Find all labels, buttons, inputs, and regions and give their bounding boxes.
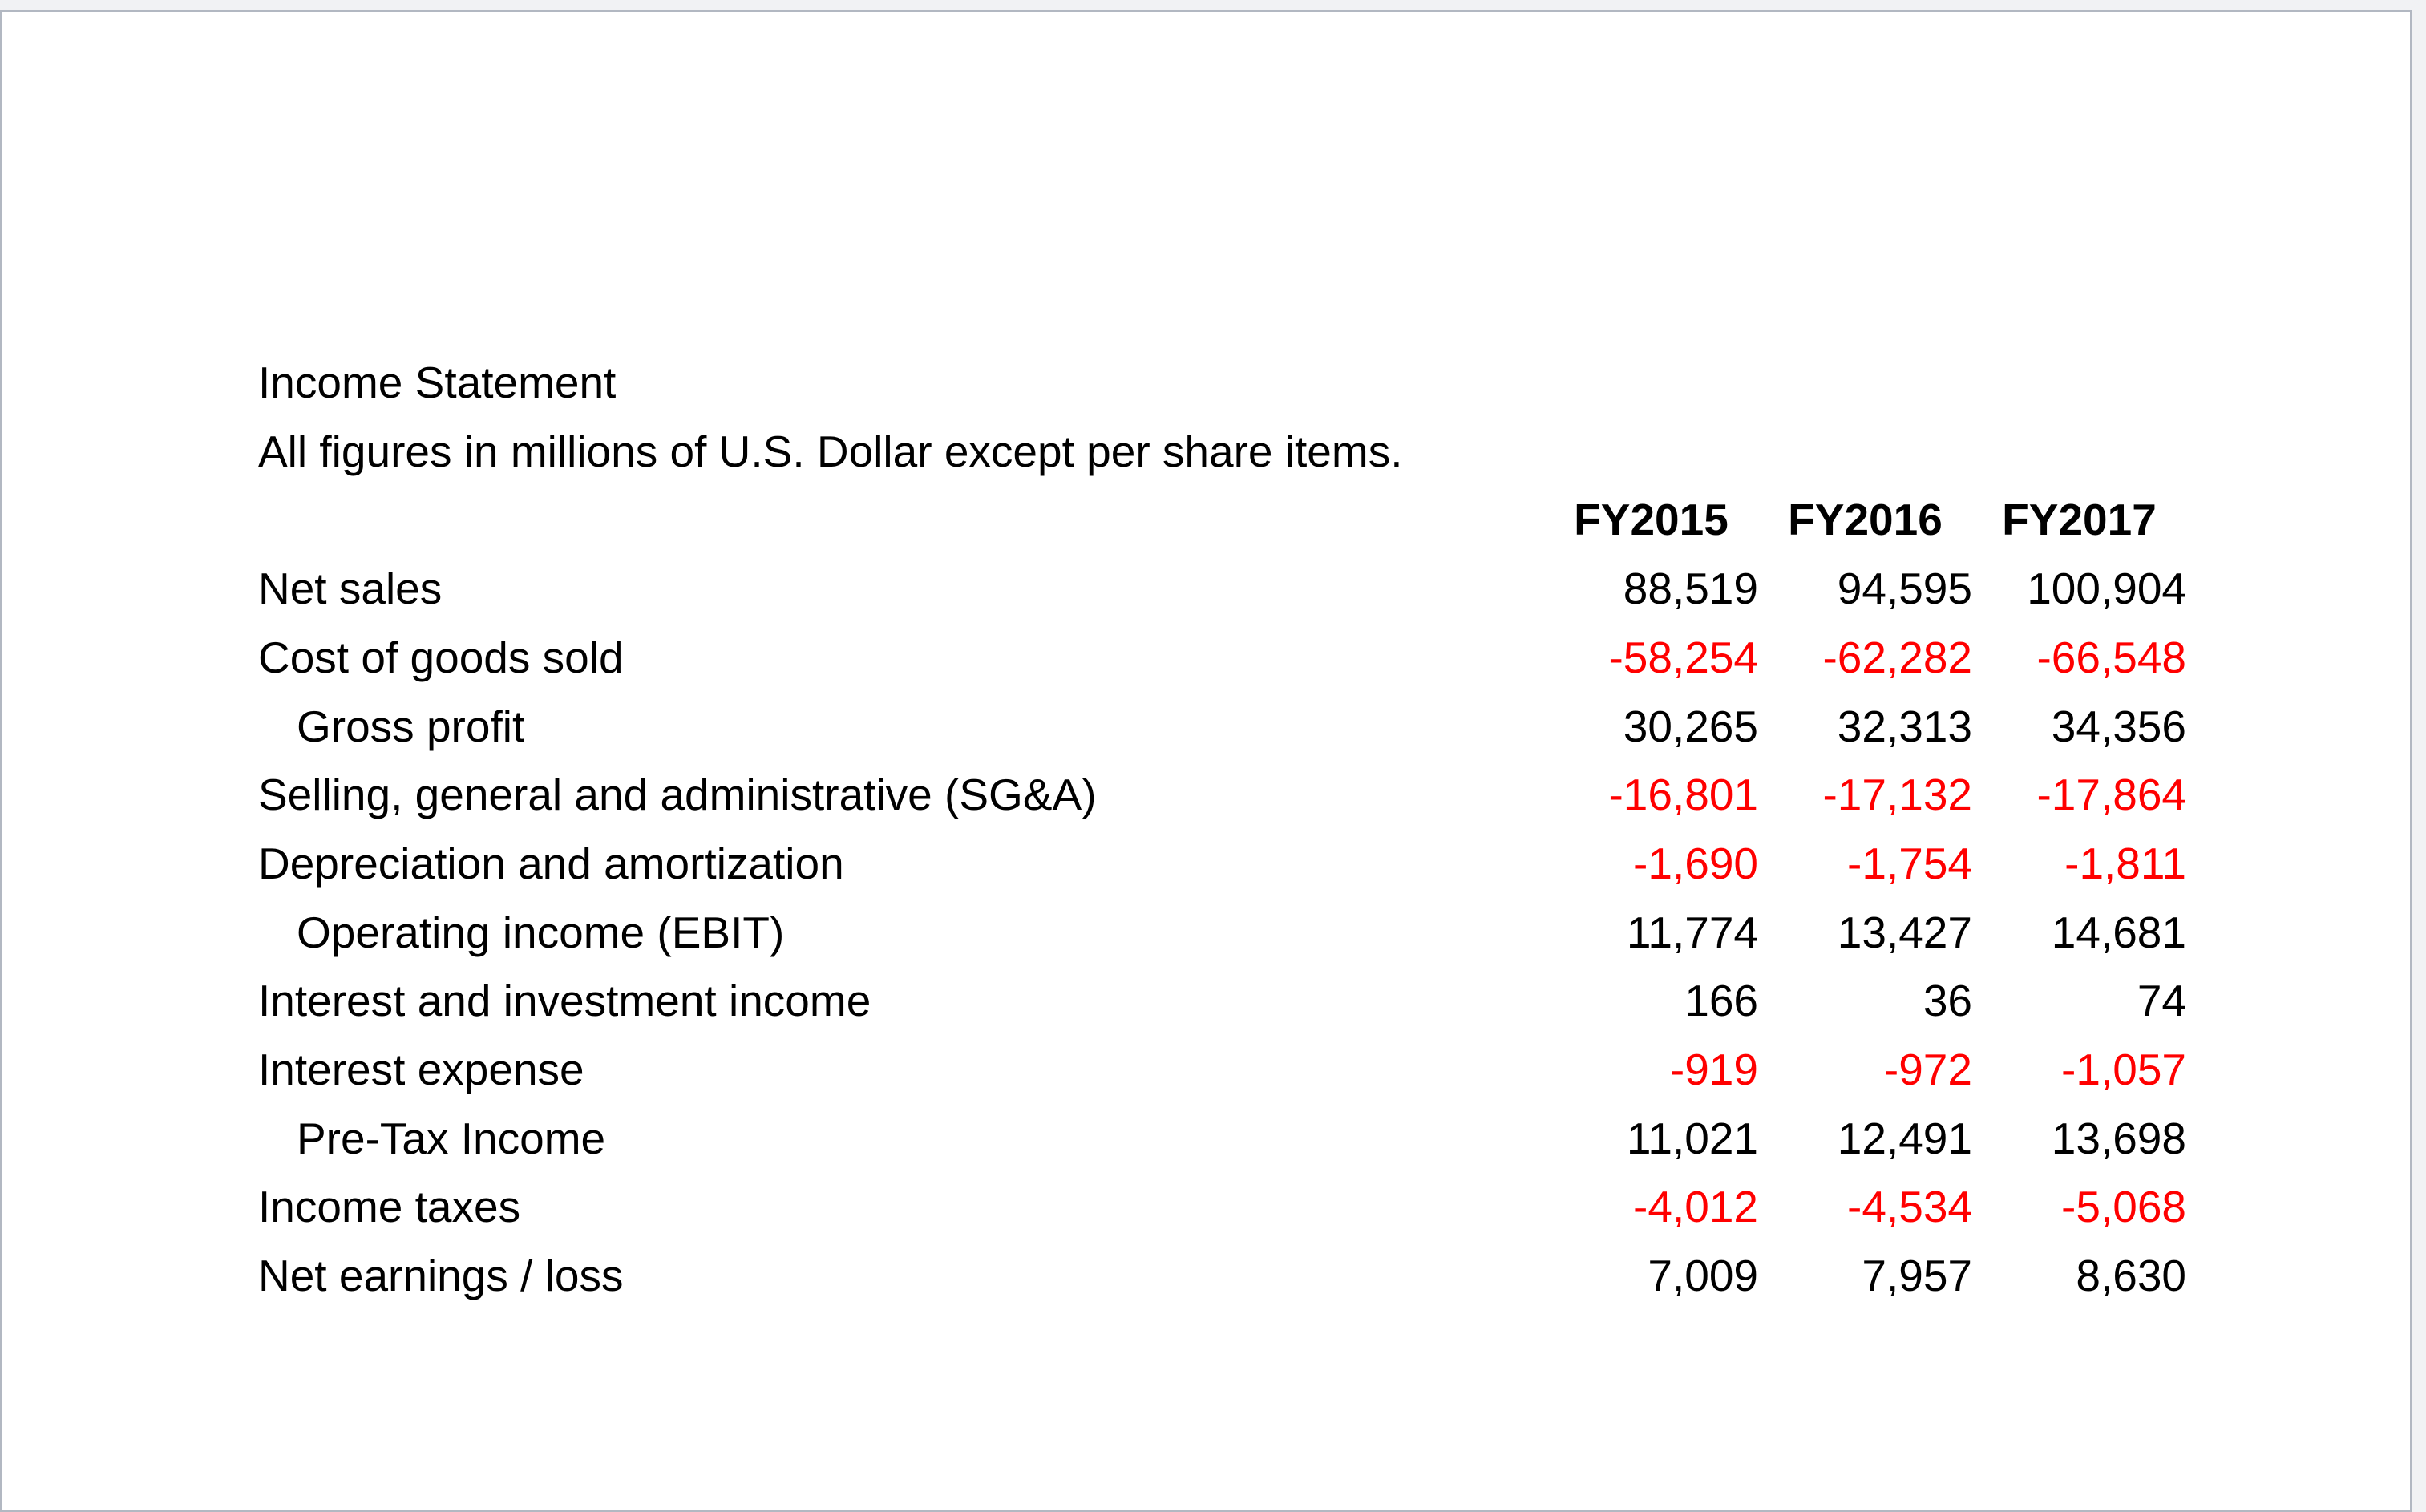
- row-label: Net earnings / loss: [258, 1251, 624, 1301]
- table-row: Gross profit 30,265 32,313 34,356: [258, 693, 2186, 762]
- row-value: -1,690: [1633, 838, 1758, 888]
- row-label: Pre-Tax Income: [297, 1113, 606, 1163]
- row-value: 7,009: [1648, 1251, 1758, 1301]
- row-label: Income taxes: [258, 1182, 521, 1232]
- row-value: 7,957: [1862, 1251, 1972, 1301]
- row-value: 74: [2137, 976, 2186, 1026]
- document-page: Income Statement All figures in millions…: [0, 10, 2412, 1512]
- row-label: Operating income (EBIT): [297, 907, 785, 957]
- column-header-fy2016: FY2016: [1788, 495, 1943, 545]
- column-header-fy2015: FY2015: [1574, 495, 1729, 545]
- row-value: 100,904: [2027, 564, 2186, 614]
- row-value: -17,132: [1822, 770, 1972, 820]
- income-statement: Income Statement All figures in millions…: [258, 349, 2186, 1311]
- row-value: 94,595: [1837, 564, 1972, 614]
- row-value: 88,519: [1623, 564, 1758, 614]
- table-row: Operating income (EBIT) 11,774 13,427 14,68…: [258, 899, 2186, 968]
- table-row: Pre-Tax Income 11,021 12,491 13,698: [258, 1105, 2186, 1174]
- table-row: Income taxes -4,012 -4,534 -5,068: [258, 1173, 2186, 1242]
- row-value: 11,021: [1626, 1113, 1758, 1163]
- row-value: -919: [1669, 1045, 1758, 1095]
- header-spacer: [258, 486, 1544, 555]
- row-value: -62,282: [1822, 632, 1972, 682]
- row-label: Gross profit: [297, 701, 525, 751]
- row-value: -1,057: [2061, 1045, 2186, 1095]
- income-table-body: Net sales 88,519 94,595 100,904 Cost of good…: [258, 555, 2186, 1311]
- table-row: Selling, general and administrative (SG&…: [258, 761, 2186, 830]
- row-value: 166: [1684, 976, 1758, 1026]
- table-row: Cost of goods sold -58,254 -62,282 -66,548: [258, 624, 2186, 693]
- column-header-fy2017: FY2017: [2002, 495, 2157, 545]
- row-value: -1,754: [1847, 838, 1972, 888]
- row-label: Interest and investment income: [258, 976, 871, 1026]
- statement-subtitle: All figures in millions of U.S. Dollar e…: [258, 426, 1403, 476]
- row-label: Selling, general and administrative (SG&…: [258, 770, 1097, 820]
- row-value: -16,801: [1608, 770, 1758, 820]
- table-row: Net earnings / loss 7,009 7,957 8,630: [258, 1242, 2186, 1311]
- row-value: -972: [1883, 1045, 1972, 1095]
- row-value: -66,548: [2036, 632, 2186, 682]
- row-value: 13,698: [2051, 1113, 2186, 1163]
- row-value: 34,356: [2051, 701, 2186, 751]
- row-value: -17,864: [2036, 770, 2186, 820]
- row-value: 30,265: [1623, 701, 1758, 751]
- table-row: Depreciation and amortization -1,690 -1,75…: [258, 830, 2186, 899]
- row-value: 11,774: [1626, 907, 1758, 957]
- income-table: FY2015 FY2016 FY2017 Net sales 88,519 94,595…: [258, 486, 2186, 1310]
- table-row: Interest expense -919 -972 -1,057: [258, 1036, 2186, 1105]
- row-value: -1,811: [2064, 838, 2186, 888]
- row-value: 32,313: [1837, 701, 1972, 751]
- table-row: Net sales 88,519 94,595 100,904: [258, 555, 2186, 624]
- row-label: Interest expense: [258, 1045, 584, 1095]
- row-value: 13,427: [1837, 907, 1972, 957]
- row-value: 12,491: [1837, 1113, 1972, 1163]
- row-value: -58,254: [1608, 632, 1758, 682]
- row-label: Cost of goods sold: [258, 632, 624, 682]
- row-value: 36: [1923, 976, 1972, 1026]
- row-label: Depreciation and amortization: [258, 838, 844, 888]
- row-label: Net sales: [258, 564, 443, 614]
- statement-title: Income Statement: [258, 358, 617, 407]
- row-value: -4,534: [1847, 1182, 1972, 1232]
- row-value: 14,681: [2051, 907, 2186, 957]
- row-value: -4,012: [1633, 1182, 1758, 1232]
- table-header-row: FY2015 FY2016 FY2017: [258, 486, 2186, 555]
- row-value: 8,630: [2076, 1251, 2186, 1301]
- table-row: Interest and investment income 166 36 74: [258, 967, 2186, 1036]
- row-value: -5,068: [2061, 1182, 2186, 1232]
